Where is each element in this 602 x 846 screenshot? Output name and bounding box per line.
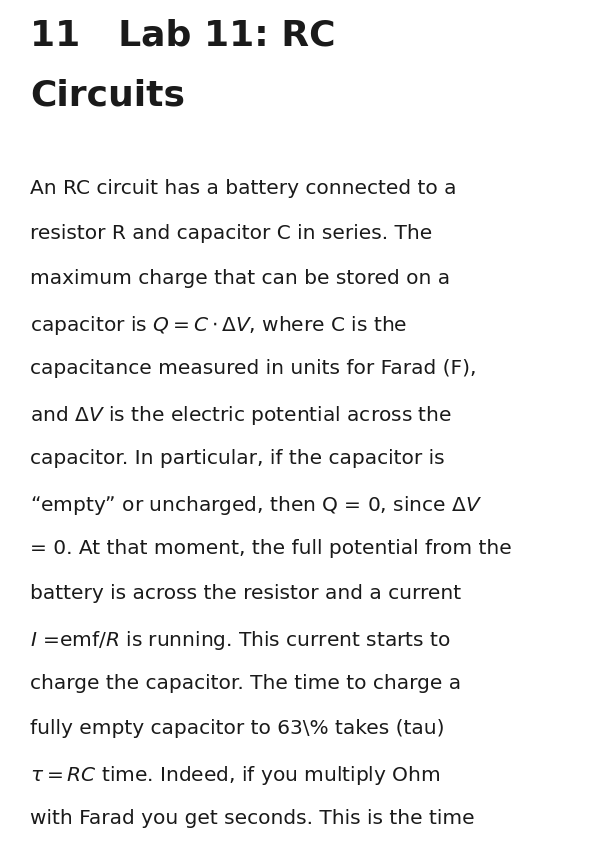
Text: fully empty capacitor to 63\% takes (tau): fully empty capacitor to 63\% takes (tau… [30, 719, 444, 738]
Text: = 0. At that moment, the full potential from the: = 0. At that moment, the full potential … [30, 539, 512, 558]
Text: resistor R and capacitor C in series. The: resistor R and capacitor C in series. Th… [30, 224, 432, 243]
Text: capacitor is $Q = C \cdot \Delta V$, where C is the: capacitor is $Q = C \cdot \Delta V$, whe… [30, 314, 408, 337]
Text: charge the capacitor. The time to charge a: charge the capacitor. The time to charge… [30, 674, 461, 693]
Text: capacitance measured in units for Farad (F),: capacitance measured in units for Farad … [30, 359, 477, 378]
Text: capacitor. In particular, if the capacitor is: capacitor. In particular, if the capacit… [30, 449, 445, 468]
Text: maximum charge that can be stored on a: maximum charge that can be stored on a [30, 269, 450, 288]
Text: with Farad you get seconds. This is the time: with Farad you get seconds. This is the … [30, 809, 474, 828]
Text: and $\Delta V$ is the electric potential across the: and $\Delta V$ is the electric potential… [30, 404, 452, 427]
Text: An RC circuit has a battery connected to a: An RC circuit has a battery connected to… [30, 179, 456, 198]
Text: Circuits: Circuits [30, 78, 185, 112]
Text: “empty” or uncharged, then Q = 0, since $\Delta V$: “empty” or uncharged, then Q = 0, since … [30, 494, 482, 517]
Text: battery is across the resistor and a current: battery is across the resistor and a cur… [30, 584, 461, 603]
Text: $\tau = RC$ time. Indeed, if you multiply Ohm: $\tau = RC$ time. Indeed, if you multipl… [30, 764, 441, 787]
Text: $I$ =emf/$R$ is running. This current starts to: $I$ =emf/$R$ is running. This current st… [30, 629, 450, 652]
Text: 11   Lab 11: RC: 11 Lab 11: RC [30, 18, 335, 52]
